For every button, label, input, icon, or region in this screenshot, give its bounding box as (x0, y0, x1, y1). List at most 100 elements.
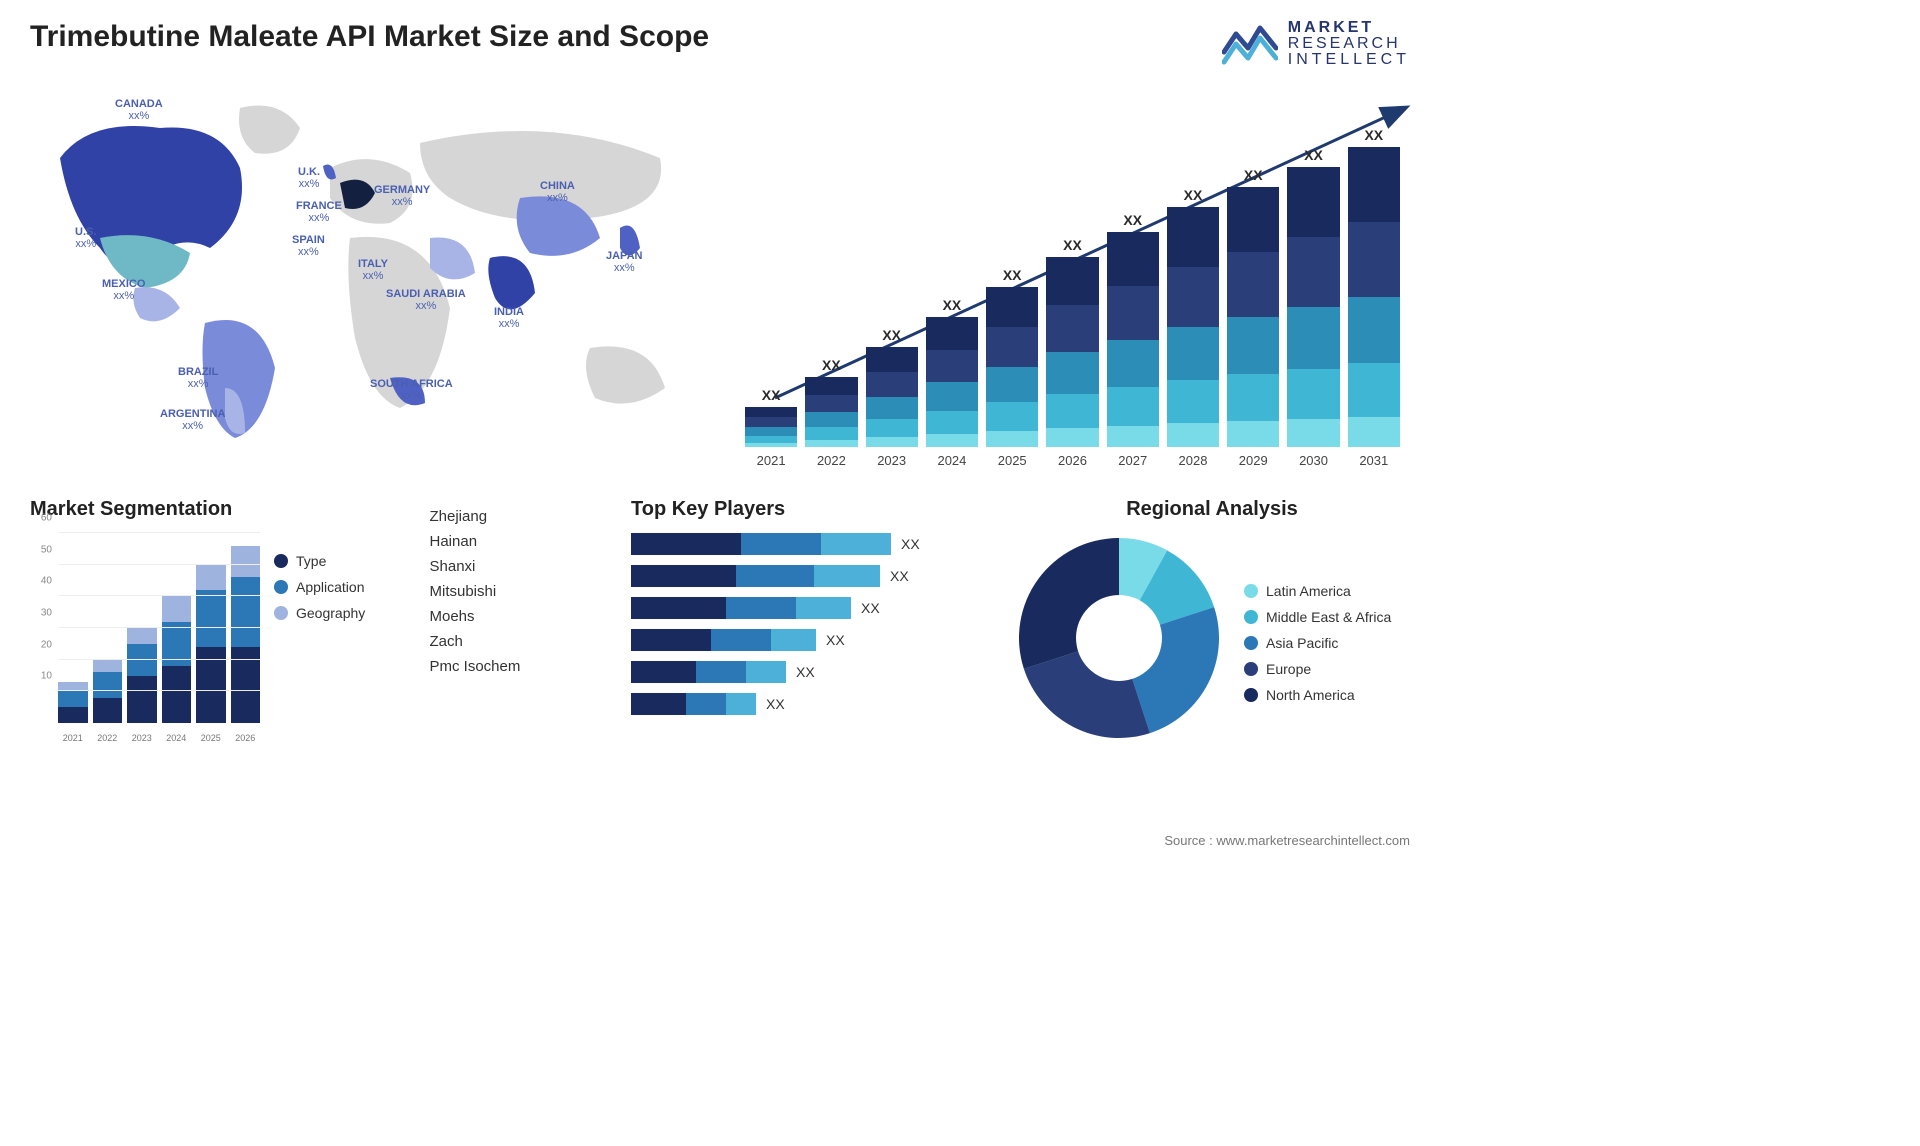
main-bar-value: XX (943, 297, 962, 313)
main-bar-year: 2024 (937, 453, 966, 468)
main-bar-year: 2023 (877, 453, 906, 468)
segmentation-section: Market Segmentation 102030405060 2021202… (30, 498, 410, 743)
seg-bar-2025 (196, 565, 226, 723)
brand-logo: MARKET RESEARCH INTELLECT (1222, 20, 1410, 68)
map-label-china: CHINAxx% (540, 180, 575, 204)
seg-legend-item: Geography (274, 605, 365, 621)
main-bar-year: 2025 (998, 453, 1027, 468)
main-bar-2025: XX 2025 (986, 267, 1038, 468)
segmentation-title: Market Segmentation (30, 498, 410, 521)
main-bar-value: XX (1184, 187, 1203, 203)
map-label-saudi-arabia: SAUDI ARABIAxx% (386, 288, 466, 312)
main-bar-value: XX (1304, 147, 1323, 163)
map-label-mexico: MEXICOxx% (102, 278, 145, 302)
company-item: Pmc Isochem (430, 658, 612, 675)
main-bar-value: XX (1063, 237, 1082, 253)
company-item: Hainan (430, 533, 612, 550)
map-label-u-s-: U.S.xx% (75, 226, 96, 250)
map-label-argentina: ARGENTINAxx% (160, 408, 225, 432)
map-label-south-africa: SOUTH AFRICAxx% (370, 378, 453, 402)
kp-row: XX (631, 533, 994, 555)
main-bar-year: 2027 (1118, 453, 1147, 468)
main-bar-chart: XX 2021 XX 2022 XX 2023 XX 2024 XX 2025 XX 2026 XX 20… (735, 88, 1410, 468)
map-label-india: INDIAxx% (494, 306, 524, 330)
header: Trimebutine Maleate API Market Size and … (30, 20, 1410, 68)
seg-bar-2024 (162, 596, 192, 723)
map-label-spain: SPAINxx% (292, 234, 325, 258)
key-players-section: Top Key Players XX XX XX XX XX XX (631, 498, 994, 743)
regional-legend-item: Asia Pacific (1244, 635, 1391, 651)
main-bar-year: 2028 (1179, 453, 1208, 468)
regional-legend: Latin America Middle East & Africa Asia Pa… (1244, 583, 1391, 713)
segmentation-legend: Type Application Geography (274, 553, 365, 743)
company-item: Zhejiang (430, 508, 612, 525)
logo-text: MARKET RESEARCH INTELLECT (1288, 20, 1410, 68)
main-bar-value: XX (1123, 212, 1142, 228)
main-bar-2024: XX 2024 (926, 297, 978, 468)
main-bar-2028: XX 2028 (1167, 187, 1219, 468)
regional-title: Regional Analysis (1014, 498, 1410, 521)
logo-line3: INTELLECT (1288, 52, 1410, 68)
main-bar-2030: XX 2030 (1287, 147, 1339, 468)
map-label-germany: GERMANYxx% (374, 184, 430, 208)
key-players-chart: XX XX XX XX XX XX (631, 533, 994, 715)
seg-legend-item: Application (274, 579, 365, 595)
logo-mark-icon (1222, 22, 1278, 66)
map-label-france: FRANCExx% (296, 200, 342, 224)
logo-line2: RESEARCH (1288, 36, 1410, 52)
main-bar-value: XX (822, 357, 841, 373)
top-row: CANADAxx% U.S.xx% MEXICOxx% BRAZILxx% ARGENT… (30, 88, 1410, 468)
map-label-italy: ITALYxx% (358, 258, 388, 282)
seg-legend-item: Type (274, 553, 365, 569)
main-bar-2022: XX 2022 (805, 357, 857, 468)
kp-row: XX (631, 629, 994, 651)
main-bar-year: 2031 (1359, 453, 1388, 468)
regional-legend-item: Europe (1244, 661, 1391, 677)
main-bar-2031: XX 2031 (1348, 127, 1400, 468)
bottom-row: Market Segmentation 102030405060 2021202… (30, 498, 1410, 743)
main-bar-value: XX (882, 327, 901, 343)
seg-bar-2021 (58, 682, 88, 723)
main-bar-2023: XX 2023 (866, 327, 918, 468)
regional-legend-item: Middle East & Africa (1244, 609, 1391, 625)
main-bar-2021: XX 2021 (745, 387, 797, 468)
main-bar-value: XX (1364, 127, 1383, 143)
main-bar-year: 2029 (1239, 453, 1268, 468)
main-bar-year: 2022 (817, 453, 846, 468)
page-title: Trimebutine Maleate API Market Size and … (30, 20, 709, 54)
company-item: Zach (430, 633, 612, 650)
main-bar-2027: XX 2027 (1107, 212, 1159, 468)
kp-row: XX (631, 661, 994, 683)
seg-bar-2023 (127, 628, 157, 723)
main-bar-2029: XX 2029 (1227, 167, 1279, 468)
map-label-u-k-: U.K.xx% (298, 166, 320, 190)
company-item: Mitsubishi (430, 583, 612, 600)
map-label-brazil: BRAZILxx% (178, 366, 218, 390)
map-label-canada: CANADAxx% (115, 98, 163, 122)
key-players-title: Top Key Players (631, 498, 994, 521)
seg-bar-2026 (231, 546, 261, 723)
main-bar-value: XX (762, 387, 781, 403)
main-bar-year: 2030 (1299, 453, 1328, 468)
kp-row: XX (631, 597, 994, 619)
regional-legend-item: North America (1244, 687, 1391, 703)
map-label-japan: JAPANxx% (606, 250, 642, 274)
regional-section: Regional Analysis Latin America Middle Ea… (1014, 498, 1410, 743)
logo-line1: MARKET (1288, 20, 1410, 36)
main-bar-2026: XX 2026 (1046, 237, 1098, 468)
main-bar-value: XX (1244, 167, 1263, 183)
world-map-region: CANADAxx% U.S.xx% MEXICOxx% BRAZILxx% ARGENT… (30, 88, 705, 448)
main-bar-value: XX (1003, 267, 1022, 283)
kp-row: XX (631, 565, 994, 587)
regional-donut (1014, 533, 1224, 743)
kp-row: XX (631, 693, 994, 715)
company-item: Shanxi (430, 558, 612, 575)
company-item: Moehs (430, 608, 612, 625)
segmentation-chart: 102030405060 202120222023202420252026 (30, 533, 260, 743)
main-bar-year: 2021 (757, 453, 786, 468)
regional-legend-item: Latin America (1244, 583, 1391, 599)
main-bar-year: 2026 (1058, 453, 1087, 468)
source-text: Source : www.marketresearchintellect.com (1164, 833, 1410, 848)
seg-bar-2022 (93, 660, 123, 723)
companies-section: Zhejiang Hainan Shanxi Mitsubishi Moehs Zach P… (430, 498, 612, 743)
